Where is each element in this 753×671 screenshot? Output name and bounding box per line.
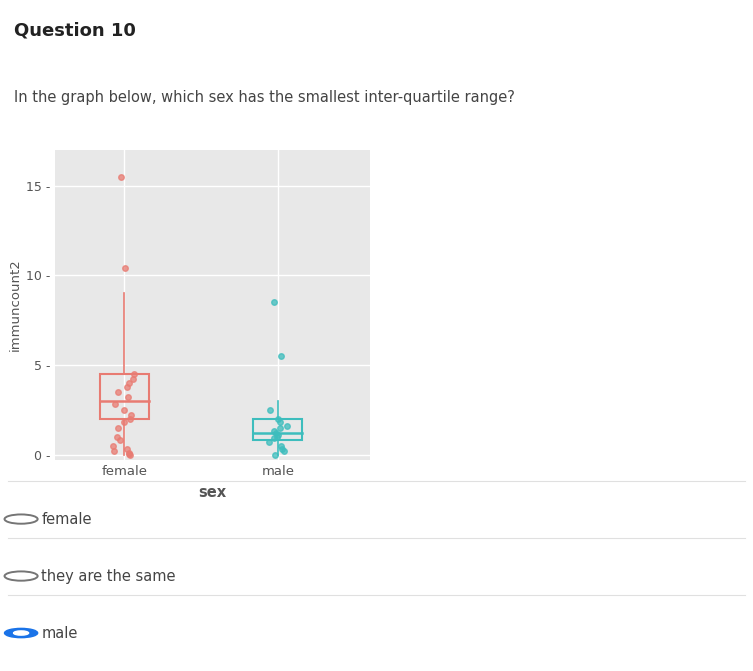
Point — [118, 417, 130, 427]
Text: Question 10: Question 10 — [14, 21, 136, 39]
Circle shape — [5, 628, 38, 637]
Y-axis label: immuncount2: immuncount2 — [8, 258, 22, 352]
Point — [279, 446, 291, 456]
Point — [123, 448, 135, 458]
Text: they are the same: they are the same — [41, 568, 176, 584]
Point — [111, 431, 123, 442]
Point — [128, 368, 140, 379]
Text: male: male — [41, 625, 78, 641]
Point — [269, 450, 281, 460]
Point — [264, 405, 276, 415]
Point — [281, 421, 293, 431]
Point — [118, 263, 130, 274]
Point — [275, 351, 287, 362]
Bar — [253, 419, 303, 440]
Point — [274, 417, 286, 427]
Point — [270, 431, 282, 442]
Point — [273, 429, 285, 440]
Point — [270, 427, 282, 438]
Point — [267, 426, 279, 437]
Point — [124, 450, 136, 460]
Bar — [99, 374, 149, 419]
Point — [108, 440, 120, 451]
Point — [276, 444, 288, 455]
Text: female: female — [41, 511, 92, 527]
Point — [120, 381, 133, 392]
Point — [267, 297, 279, 308]
Point — [123, 448, 135, 459]
Point — [121, 444, 133, 455]
Point — [114, 435, 126, 446]
Point — [268, 433, 280, 444]
Point — [123, 413, 136, 424]
X-axis label: sex: sex — [199, 485, 227, 500]
Point — [108, 446, 120, 456]
Circle shape — [14, 631, 29, 635]
Point — [125, 410, 137, 421]
Point — [263, 437, 275, 448]
Point — [114, 172, 127, 183]
Point — [127, 374, 139, 384]
Text: In the graph below, which sex has the smallest inter-quartile range?: In the graph below, which sex has the sm… — [14, 90, 514, 105]
Point — [109, 399, 121, 410]
Point — [118, 405, 130, 415]
Point — [272, 413, 284, 424]
Point — [275, 440, 287, 451]
Point — [274, 422, 286, 433]
Point — [123, 378, 136, 389]
Point — [111, 386, 123, 397]
Point — [122, 392, 134, 403]
Point — [112, 422, 124, 433]
